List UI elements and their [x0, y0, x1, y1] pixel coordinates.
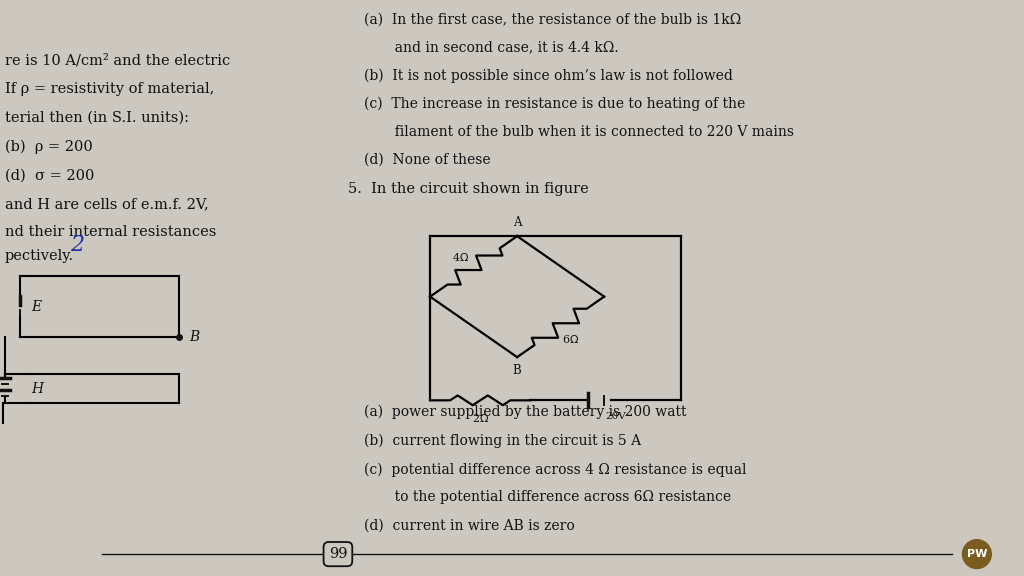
Text: 20V: 20V [606, 412, 627, 421]
Text: 2$\Omega$: 2$\Omega$ [472, 412, 488, 424]
Text: 4$\Omega$: 4$\Omega$ [453, 251, 469, 263]
Text: 99: 99 [329, 547, 347, 561]
Text: E: E [31, 300, 41, 314]
Text: B: B [189, 330, 200, 344]
Text: (c)  potential difference across 4 Ω resistance is equal: (c) potential difference across 4 Ω resi… [364, 463, 746, 476]
Text: PW: PW [967, 549, 987, 559]
Text: filament of the bulb when it is connected to 220 V mains: filament of the bulb when it is connecte… [364, 125, 794, 139]
Text: (a)  In the first case, the resistance of the bulb is 1kΩ: (a) In the first case, the resistance of… [364, 13, 740, 27]
Text: (b)  current flowing in the circuit is 5 A: (b) current flowing in the circuit is 5 … [364, 434, 641, 448]
Text: pectively.: pectively. [5, 249, 75, 263]
Text: (b)  It is not possible since ohm’s law is not followed: (b) It is not possible since ohm’s law i… [364, 69, 732, 82]
Text: 2: 2 [70, 234, 84, 256]
Text: nd their internal resistances: nd their internal resistances [5, 225, 216, 238]
Text: 5.  In the circuit shown in figure: 5. In the circuit shown in figure [348, 182, 589, 196]
Text: (d)  current in wire AB is zero: (d) current in wire AB is zero [364, 518, 574, 532]
Text: and H are cells of e.m.f. 2V,: and H are cells of e.m.f. 2V, [5, 198, 209, 211]
Text: 6$\Omega$: 6$\Omega$ [562, 333, 580, 345]
Text: (b)  ρ = 200: (b) ρ = 200 [5, 140, 93, 154]
Text: (c)  The increase in resistance is due to heating of the: (c) The increase in resistance is due to… [364, 97, 744, 111]
Text: and in second case, it is 4.4 kΩ.: and in second case, it is 4.4 kΩ. [364, 40, 618, 54]
Text: B: B [513, 364, 521, 377]
Text: (a)  power supplied by the battery is 200 watt: (a) power supplied by the battery is 200… [364, 405, 686, 419]
Text: (d)  σ = 200: (d) σ = 200 [5, 169, 94, 183]
Text: terial then (in S.I. units):: terial then (in S.I. units): [5, 111, 189, 125]
Text: to the potential difference across 6Ω resistance: to the potential difference across 6Ω re… [364, 490, 731, 503]
Text: If ρ = resistivity of material,: If ρ = resistivity of material, [5, 82, 214, 96]
Text: re is 10 A/cm² and the electric: re is 10 A/cm² and the electric [5, 54, 230, 67]
Text: (d)  None of these: (d) None of these [364, 153, 490, 167]
Text: H: H [31, 382, 43, 396]
Text: A: A [513, 216, 521, 229]
